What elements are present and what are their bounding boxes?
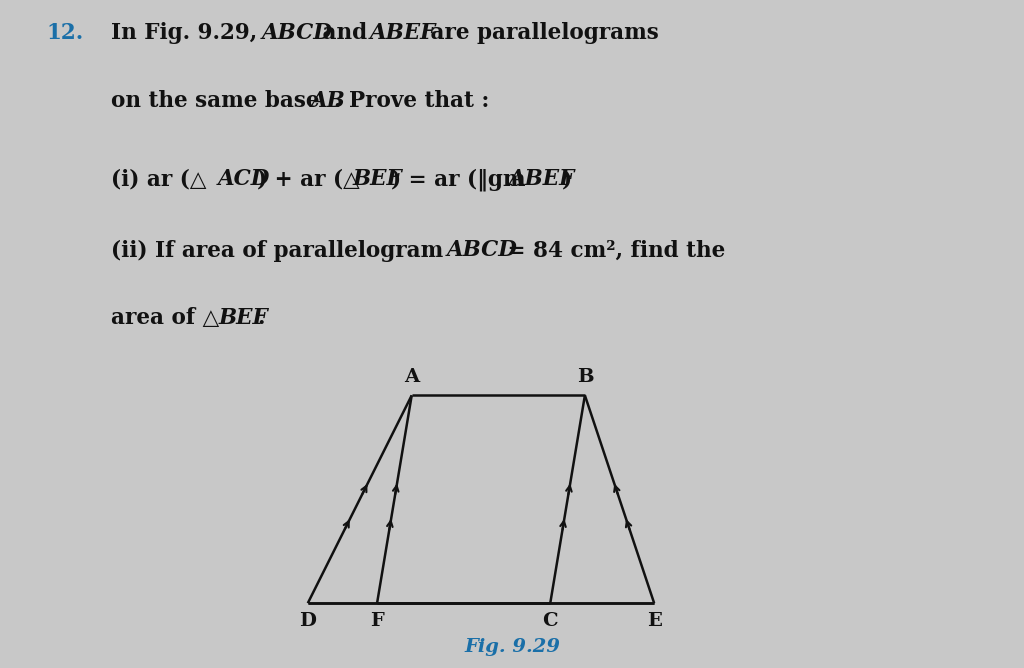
- Text: B: B: [577, 368, 593, 386]
- Text: C: C: [543, 612, 558, 630]
- Text: . Prove that :: . Prove that :: [334, 90, 489, 112]
- Text: ABEF: ABEF: [370, 23, 436, 45]
- Text: ABCD: ABCD: [446, 239, 517, 261]
- Text: A: A: [404, 368, 419, 386]
- Text: E: E: [647, 612, 662, 630]
- Text: ACD: ACD: [218, 168, 270, 190]
- Text: (i) ar (△: (i) ar (△: [111, 168, 206, 190]
- Text: area of △: area of △: [111, 307, 219, 329]
- Text: BEF: BEF: [352, 168, 402, 190]
- Text: F: F: [371, 612, 384, 630]
- Text: ) + ar (△: ) + ar (△: [257, 168, 359, 190]
- Text: (ii) If area of parallelogram: (ii) If area of parallelogram: [111, 239, 451, 261]
- Text: In Fig. 9.29,: In Fig. 9.29,: [111, 23, 264, 45]
- Text: ABEF: ABEF: [509, 168, 575, 190]
- Text: Fig. 9.29: Fig. 9.29: [464, 638, 560, 656]
- Text: D: D: [299, 612, 316, 630]
- Text: are parallelograms: are parallelograms: [423, 23, 658, 45]
- Text: = 84 cm², find the: = 84 cm², find the: [500, 239, 725, 261]
- Text: BEF: BEF: [218, 307, 268, 329]
- Text: AB: AB: [310, 90, 345, 112]
- Text: on the same base: on the same base: [111, 90, 327, 112]
- Text: ): ): [562, 168, 572, 190]
- Text: ABCD: ABCD: [262, 23, 333, 45]
- Text: and: and: [315, 23, 375, 45]
- Text: 12.: 12.: [46, 23, 83, 45]
- Text: .: .: [257, 307, 264, 329]
- Text: ) = ar (‖gm: ) = ar (‖gm: [391, 168, 534, 191]
